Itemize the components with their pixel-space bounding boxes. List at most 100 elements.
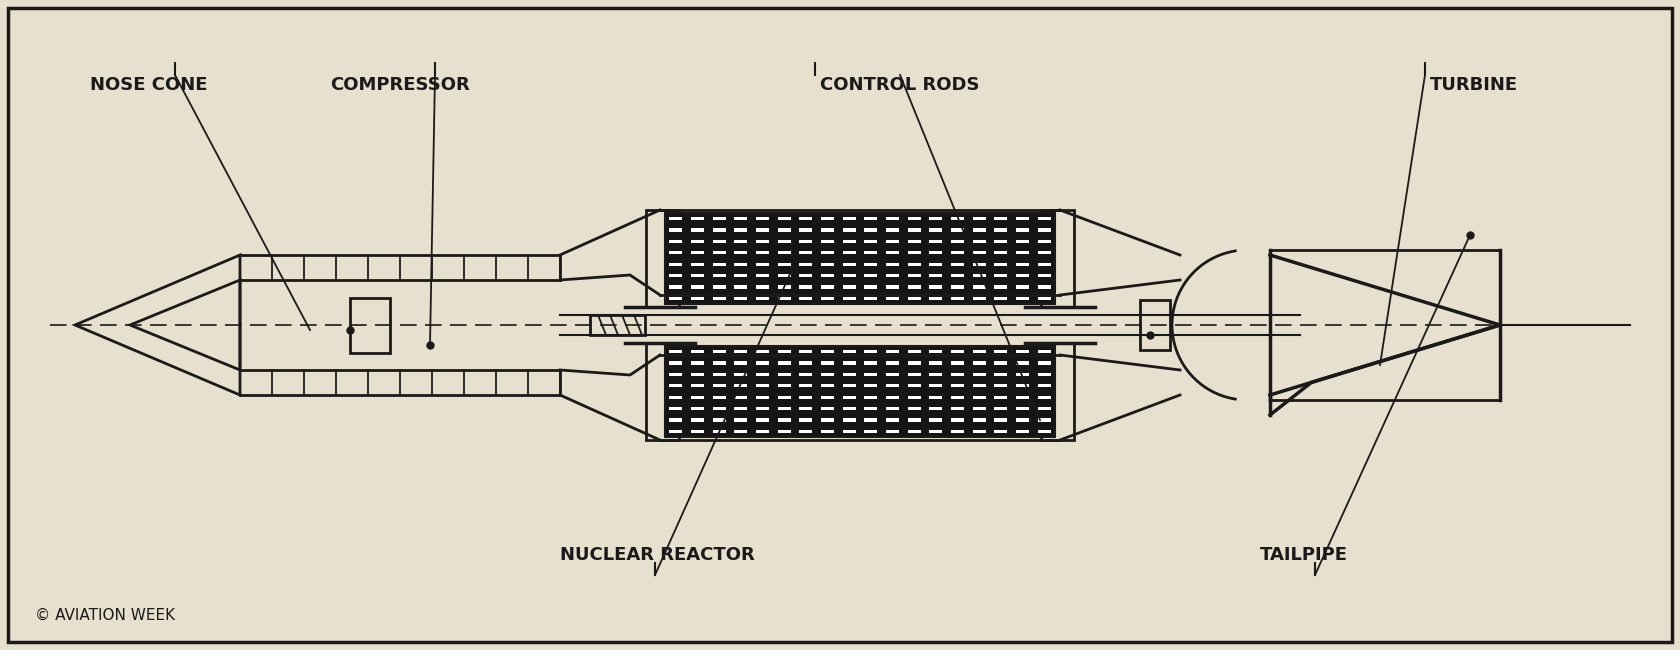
- Bar: [712, 396, 726, 399]
- Bar: [778, 228, 791, 231]
- Bar: [690, 384, 704, 387]
- Bar: [734, 396, 748, 399]
- Bar: [929, 384, 942, 387]
- Bar: [669, 228, 682, 231]
- Bar: [734, 285, 748, 289]
- Bar: [590, 315, 645, 335]
- Bar: [864, 430, 877, 433]
- Bar: [864, 384, 877, 387]
- Bar: [973, 274, 986, 277]
- Bar: [1042, 210, 1074, 307]
- Bar: [669, 251, 682, 254]
- Bar: [885, 419, 899, 422]
- Bar: [885, 296, 899, 300]
- Bar: [843, 228, 855, 231]
- Bar: [885, 407, 899, 410]
- Bar: [778, 263, 791, 266]
- Bar: [1038, 228, 1050, 231]
- Bar: [1038, 263, 1050, 266]
- Bar: [822, 407, 833, 410]
- Bar: [929, 274, 942, 277]
- Bar: [907, 217, 921, 220]
- Bar: [778, 384, 791, 387]
- Bar: [647, 343, 679, 440]
- Bar: [712, 228, 726, 231]
- Bar: [734, 228, 748, 231]
- Bar: [907, 396, 921, 399]
- Bar: [907, 373, 921, 376]
- Bar: [800, 419, 813, 422]
- Bar: [669, 419, 682, 422]
- Bar: [929, 430, 942, 433]
- Bar: [822, 251, 833, 254]
- Bar: [885, 217, 899, 220]
- Bar: [995, 396, 1008, 399]
- Bar: [951, 419, 964, 422]
- Bar: [907, 228, 921, 231]
- Bar: [843, 296, 855, 300]
- Bar: [734, 296, 748, 300]
- Bar: [669, 396, 682, 399]
- Bar: [929, 373, 942, 376]
- Bar: [929, 361, 942, 365]
- Bar: [973, 263, 986, 266]
- Bar: [907, 407, 921, 410]
- Bar: [778, 240, 791, 243]
- Bar: [907, 274, 921, 277]
- Bar: [756, 407, 769, 410]
- Bar: [1016, 419, 1028, 422]
- Bar: [690, 407, 704, 410]
- Bar: [907, 251, 921, 254]
- Bar: [1016, 296, 1028, 300]
- Bar: [734, 384, 748, 387]
- Bar: [778, 350, 791, 354]
- Bar: [669, 263, 682, 266]
- Bar: [1016, 263, 1028, 266]
- Bar: [843, 217, 855, 220]
- Bar: [1038, 296, 1050, 300]
- Bar: [734, 263, 748, 266]
- Bar: [907, 384, 921, 387]
- Bar: [800, 430, 813, 433]
- Bar: [929, 419, 942, 422]
- Bar: [885, 263, 899, 266]
- Bar: [995, 296, 1008, 300]
- Bar: [843, 407, 855, 410]
- Bar: [951, 350, 964, 354]
- Bar: [1016, 217, 1028, 220]
- Bar: [756, 373, 769, 376]
- Bar: [843, 285, 855, 289]
- Bar: [973, 361, 986, 365]
- Bar: [864, 274, 877, 277]
- Bar: [690, 251, 704, 254]
- Bar: [907, 263, 921, 266]
- Bar: [995, 240, 1008, 243]
- Bar: [1038, 407, 1050, 410]
- Text: TURBINE: TURBINE: [1430, 76, 1519, 94]
- Bar: [907, 240, 921, 243]
- Bar: [951, 361, 964, 365]
- Bar: [756, 296, 769, 300]
- Bar: [1038, 430, 1050, 433]
- Bar: [885, 274, 899, 277]
- Bar: [800, 274, 813, 277]
- Bar: [822, 419, 833, 422]
- Bar: [690, 419, 704, 422]
- Bar: [822, 228, 833, 231]
- Bar: [734, 274, 748, 277]
- Bar: [929, 263, 942, 266]
- Bar: [973, 240, 986, 243]
- Bar: [1016, 350, 1028, 354]
- Bar: [822, 350, 833, 354]
- Bar: [843, 384, 855, 387]
- Bar: [690, 296, 704, 300]
- Bar: [973, 419, 986, 422]
- Bar: [669, 361, 682, 365]
- Bar: [995, 407, 1008, 410]
- Bar: [864, 296, 877, 300]
- Bar: [690, 285, 704, 289]
- Bar: [778, 407, 791, 410]
- Bar: [907, 430, 921, 433]
- Bar: [885, 228, 899, 231]
- Bar: [1042, 343, 1074, 440]
